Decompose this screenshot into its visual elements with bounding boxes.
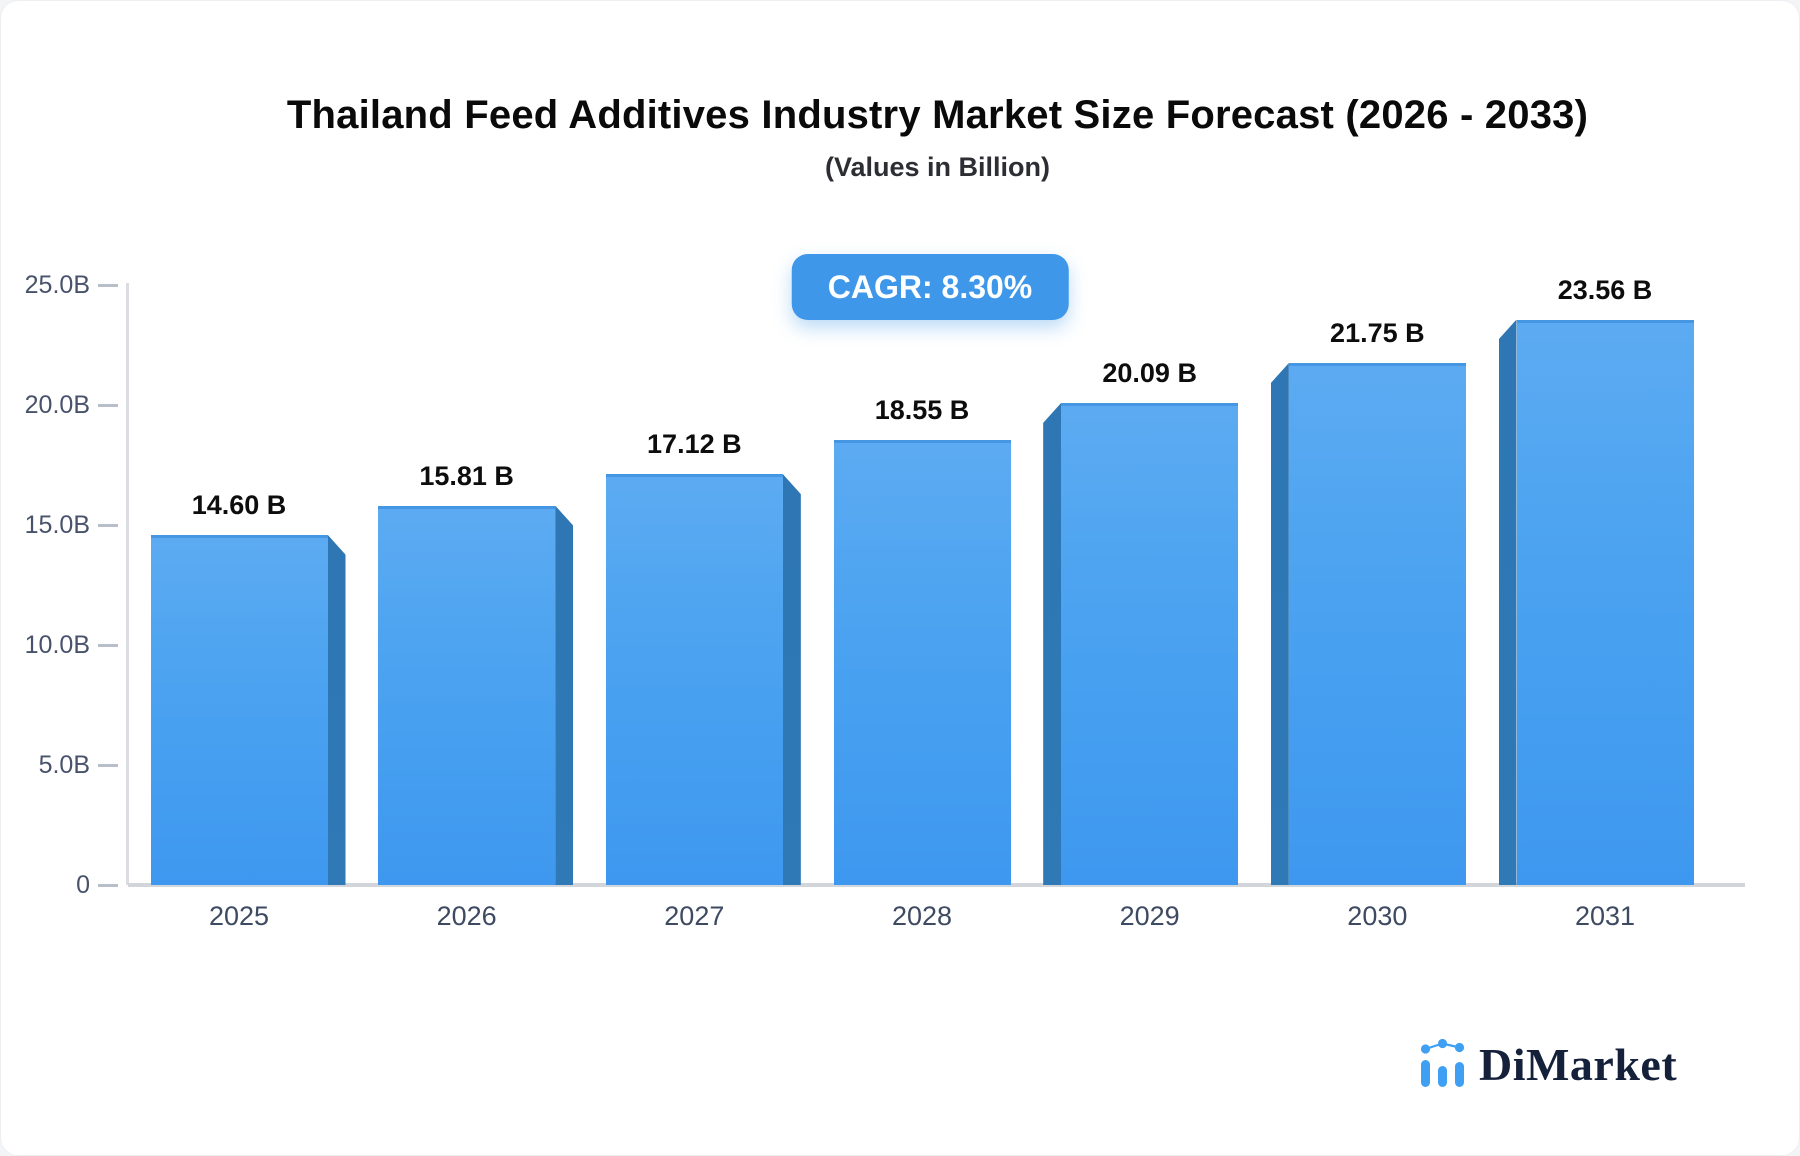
y-axis-tick (98, 524, 118, 527)
y-axis-label: 5.0B (38, 751, 90, 779)
brand-name: DiMarket (1479, 1039, 1678, 1090)
bar-2031[interactable] (1516, 319, 1694, 885)
bar-2025[interactable] (150, 534, 328, 885)
cagr-badge: CAGR: 8.30% (791, 254, 1069, 320)
chart-header: Thailand Feed Additives Industry Market … (130, 0, 1745, 183)
x-axis-label: 2028 (891, 901, 953, 931)
brand-logo: DiMarket (1420, 1038, 1677, 1091)
y-axis-label: 10.0B (24, 631, 90, 659)
chart-title: Thailand Feed Additives Industry Market … (286, 93, 1589, 137)
x-axis-label: 2030 (1347, 901, 1408, 931)
bar-side-2025 (327, 534, 346, 885)
chart-subtitle: (Values in Billion) (824, 152, 1051, 182)
bar-chart-icon (1420, 1038, 1465, 1087)
y-axis-tick (98, 764, 118, 767)
x-axis-line (128, 883, 1745, 887)
bar-2026[interactable] (378, 505, 556, 885)
bar-2029[interactable] (1061, 402, 1239, 885)
y-axis-label: 0 (76, 871, 90, 899)
bar-value-label: 20.09 B (1102, 357, 1197, 388)
y-axis-line (126, 283, 129, 885)
bar-value-label: 18.55 B (874, 394, 970, 425)
x-axis-label: 2029 (1119, 901, 1180, 931)
cagr-badge-label: CAGR: 8.30% (827, 269, 1033, 305)
x-axis-label: 2026 (436, 901, 497, 931)
y-axis-tick (98, 284, 118, 287)
bar-2030[interactable] (1288, 363, 1466, 885)
bar-value-label: 17.12 B (647, 429, 742, 460)
x-axis-label: 2031 (1574, 901, 1636, 931)
bar-value-label: 14.60 B (191, 489, 287, 520)
bar-value-label: 21.75 B (1330, 318, 1425, 348)
y-axis-tick (98, 404, 118, 407)
y-axis-tick (98, 644, 118, 647)
y-axis-tick (98, 884, 118, 887)
y-axis-label: 15.0B (24, 511, 90, 539)
bar-2028[interactable] (833, 439, 1011, 885)
y-axis-label: 25.0B (24, 271, 90, 299)
bar-side-2030 (1270, 363, 1289, 885)
bar-value-label: 23.56 B (1557, 274, 1653, 305)
bar-side-2026 (555, 505, 574, 885)
x-axis-label: 2027 (664, 901, 725, 931)
bar-side-2027 (782, 474, 801, 885)
bar-2027[interactable] (605, 474, 783, 885)
bar-value-label: 15.81 B (419, 460, 514, 491)
x-axis-label: 2025 (208, 901, 270, 931)
y-axis-label: 20.0B (24, 391, 90, 419)
bar-side-2031 (1498, 319, 1517, 885)
bar-side-2029 (1043, 402, 1062, 885)
